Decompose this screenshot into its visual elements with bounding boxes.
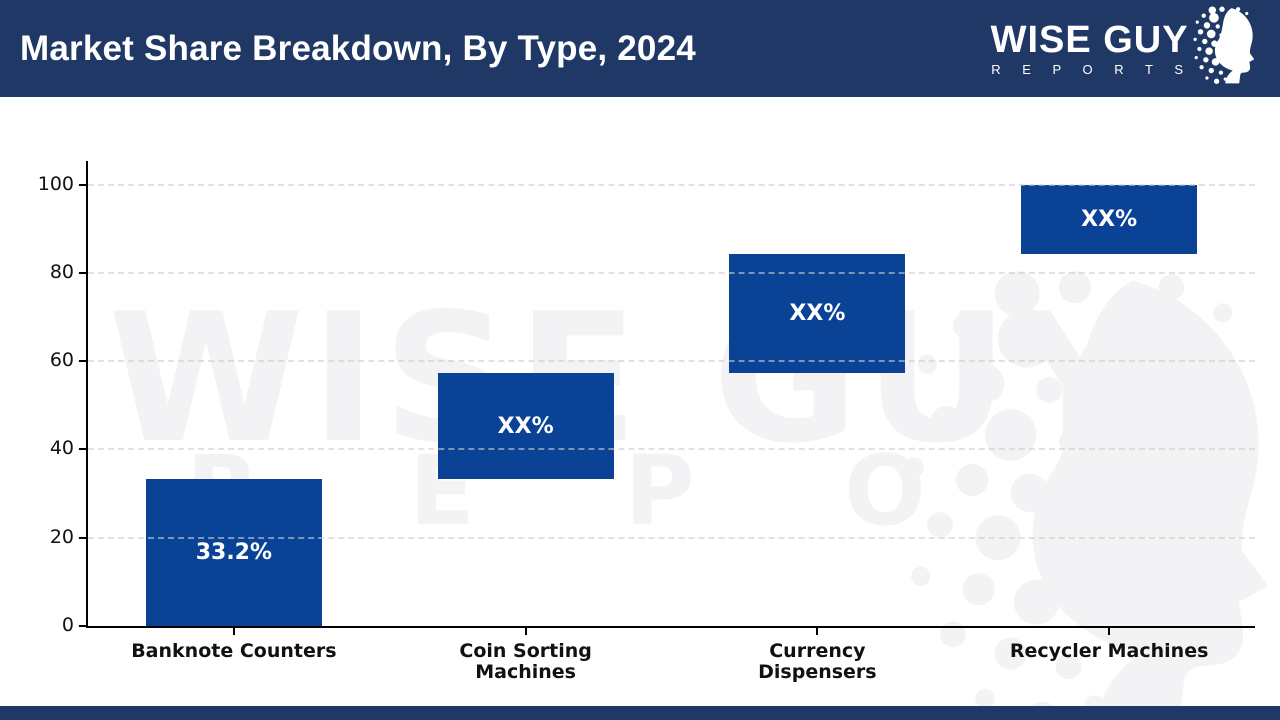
x-tick-mark xyxy=(524,628,527,635)
y-tick-label-40: 40 xyxy=(49,437,74,460)
bar-banknote-counters: 33.2% xyxy=(145,479,322,626)
logo: WISE GUY R E P O R T S xyxy=(987,6,1266,92)
chart-area: WISE GUY R E P O R T S 33.2%Banknote Cou… xyxy=(0,97,1280,706)
logo-text: WISE GUY R E P O R T S xyxy=(987,21,1192,77)
gridline-100 xyxy=(88,183,1255,186)
gridline-20 xyxy=(88,536,1255,539)
x-axis-label-banknote-counters: Banknote Counters xyxy=(84,641,384,662)
y-tick-label-60: 60 xyxy=(49,349,74,372)
watermark-face-icon xyxy=(850,225,1280,706)
y-tick-label-80: 80 xyxy=(49,260,74,283)
x-axis-label-recycler-machines: Recycler Machines xyxy=(959,641,1259,662)
y-tick-mark xyxy=(79,183,87,186)
y-tick-mark xyxy=(79,625,87,627)
x-axis-label-currency-dispensers: Currency Dispensers xyxy=(667,641,967,683)
x-axis-label-line: Currency xyxy=(769,640,866,662)
y-tick-label-0: 0 xyxy=(61,614,74,636)
bar-value-label: XX% xyxy=(1081,206,1138,232)
footer-bar xyxy=(0,706,1280,720)
bar-value-label: XX% xyxy=(497,413,554,439)
x-axis-label-line: Dispensers xyxy=(758,661,877,683)
y-tick-mark xyxy=(79,360,87,363)
y-tick-label-20: 20 xyxy=(49,525,74,548)
logo-subtitle: R E P O R T S xyxy=(991,61,1192,77)
gridline-40 xyxy=(88,448,1255,451)
x-axis-label-line: Machines xyxy=(475,661,576,683)
x-tick-mark xyxy=(816,628,819,635)
y-axis-line xyxy=(86,161,88,628)
x-tick-mark xyxy=(232,628,235,635)
bar-coin-sorting-machines: XX% xyxy=(437,373,614,480)
y-tick-mark xyxy=(79,536,87,539)
x-tick-mark xyxy=(1108,628,1111,635)
logo-face-icon xyxy=(1178,6,1266,92)
x-axis-label-line: Banknote Counters xyxy=(131,640,337,662)
y-tick-mark xyxy=(79,271,87,274)
x-axis-label-line: Recycler Machines xyxy=(1009,640,1209,662)
header-bar: Market Share Breakdown, By Type, 2024 WI… xyxy=(0,0,1280,97)
page-title: Market Share Breakdown, By Type, 2024 xyxy=(20,28,696,68)
bar-recycler-machines: XX% xyxy=(1021,184,1198,255)
logo-wordmark: WISE GUY xyxy=(990,18,1189,61)
gridline-80 xyxy=(88,271,1255,274)
y-tick-mark xyxy=(79,448,87,451)
x-axis-label-line: Coin Sorting xyxy=(459,640,592,662)
bar-currency-dispensers: XX% xyxy=(729,254,906,374)
bar-value-label: XX% xyxy=(789,301,846,327)
bar-value-label: 33.2% xyxy=(195,540,273,566)
x-axis-line xyxy=(86,626,1255,628)
y-tick-label-100: 100 xyxy=(37,172,74,195)
gridline-60 xyxy=(88,360,1255,363)
x-axis-label-coin-sorting-machines: Coin Sorting Machines xyxy=(376,641,676,683)
